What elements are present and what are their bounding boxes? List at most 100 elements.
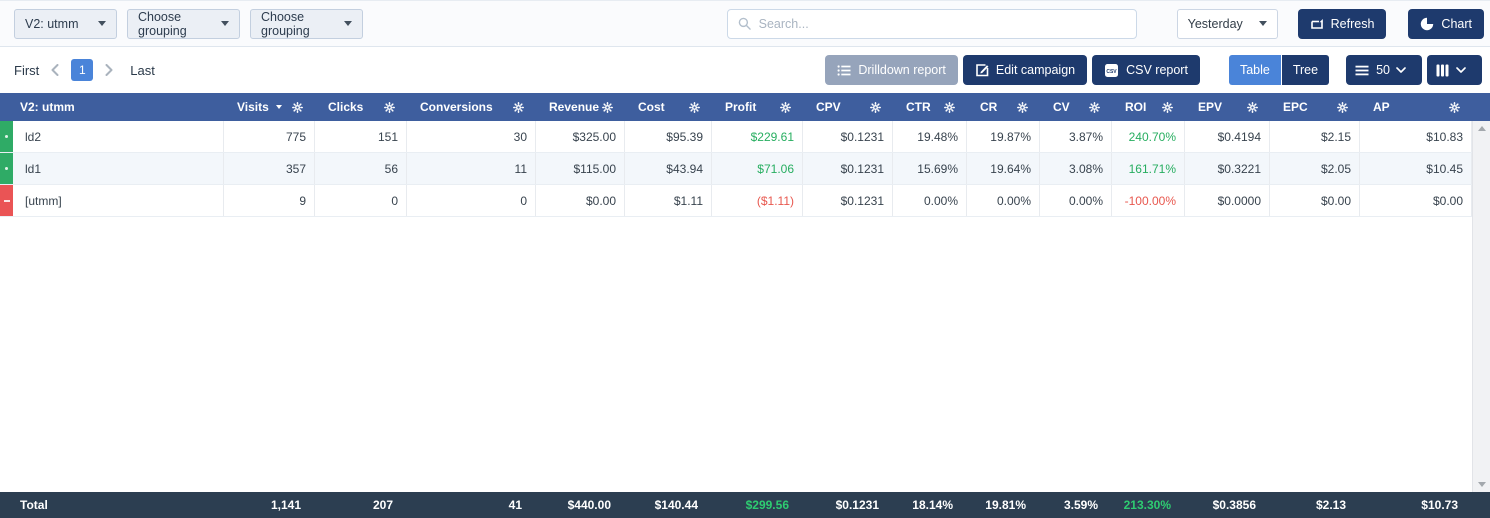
campaign-dropdown[interactable]: V2: utmm <box>14 8 117 39</box>
column-header-profit[interactable]: Profit <box>712 93 803 121</box>
cell-conversions: 0 <box>407 185 536 216</box>
column-label: EPV <box>1198 100 1223 114</box>
cell-cpv: $0.1231 <box>803 153 893 184</box>
view-tree-button[interactable]: Tree <box>1281 55 1330 85</box>
pagination-actions-row: First 1 Last Drilldown report Edit campa… <box>0 47 1490 93</box>
table-row[interactable]: [utmm] 9 0 0 $0.00 $1.11 ($1.11) $0.1231… <box>0 185 1490 217</box>
grouping-dropdown-2[interactable]: Choose grouping <box>250 8 363 39</box>
cell-cost: $95.39 <box>625 121 712 152</box>
pagination-first[interactable]: First <box>14 62 40 78</box>
column-header-visits[interactable]: Visits <box>224 93 315 121</box>
total-conversions: 41 <box>508 498 522 512</box>
column-settings-icon[interactable] <box>1337 102 1348 113</box>
pagination-last[interactable]: Last <box>130 62 155 78</box>
column-settings-icon[interactable] <box>1017 102 1028 113</box>
cell-cr: 19.87% <box>967 121 1040 152</box>
table-row[interactable]: ld1 357 56 11 $115.00 $43.94 $71.06 $0.1… <box>0 153 1490 185</box>
refresh-button[interactable]: Refresh <box>1297 8 1387 39</box>
chart-button[interactable]: Chart <box>1408 8 1484 39</box>
column-settings-icon[interactable] <box>513 102 524 113</box>
cell-revenue: $325.00 <box>536 121 625 152</box>
grouping-dropdown-1[interactable]: Choose grouping <box>127 8 240 39</box>
rows-per-page-dropdown[interactable]: 50 <box>1346 55 1422 85</box>
column-header-name[interactable]: V2: utmm <box>0 93 224 121</box>
cell-clicks: 56 <box>315 153 407 184</box>
table-row[interactable]: ld2 775 151 30 $325.00 $95.39 $229.61 $0… <box>0 121 1490 153</box>
column-settings-icon[interactable] <box>384 102 395 113</box>
search-input[interactable] <box>758 16 1126 31</box>
vertical-scrollbar[interactable] <box>1472 121 1490 492</box>
column-label: Profit <box>725 100 757 114</box>
columns-dropdown[interactable] <box>1427 55 1482 85</box>
cell-ctr: 19.48% <box>893 121 967 152</box>
column-settings-icon[interactable] <box>1247 102 1258 113</box>
column-header-roi[interactable]: ROI <box>1112 93 1185 121</box>
pagination-next[interactable] <box>105 64 113 76</box>
scroll-down-icon[interactable] <box>1477 482 1486 487</box>
column-header-cpv[interactable]: CPV <box>803 93 893 121</box>
column-label: CR <box>980 100 998 114</box>
cell-cr: 0.00% <box>967 185 1040 216</box>
cell-profit: ($1.11) <box>712 185 803 216</box>
column-settings-icon[interactable] <box>1449 102 1460 113</box>
scroll-up-icon[interactable] <box>1477 126 1486 131</box>
column-label: EPC <box>1283 100 1308 114</box>
column-settings-icon[interactable] <box>1089 102 1100 113</box>
cell-visits: 775 <box>224 121 315 152</box>
drilldown-report-button[interactable]: Drilldown report <box>825 55 958 85</box>
column-header-ctr[interactable]: CTR <box>893 93 967 121</box>
column-settings-icon[interactable] <box>292 102 303 113</box>
column-header-cv[interactable]: CV <box>1040 93 1112 121</box>
column-label: V2: utmm <box>20 100 75 114</box>
rows-per-page-value: 50 <box>1376 63 1390 77</box>
svg-text:CSV: CSV <box>1106 69 1117 75</box>
cell-profit: $229.61 <box>712 121 803 152</box>
column-header-ap[interactable]: AP <box>1360 93 1472 121</box>
top-toolbar: V2: utmm Choose grouping Choose grouping… <box>0 0 1490 47</box>
column-header-cost[interactable]: Cost <box>625 93 712 121</box>
column-header-revenue[interactable]: Revenue <box>536 93 625 121</box>
sort-desc-icon <box>275 105 282 109</box>
pagination-prev[interactable] <box>51 64 59 76</box>
column-header-epv[interactable]: EPV <box>1185 93 1270 121</box>
column-header-clicks[interactable]: Clicks <box>315 93 407 121</box>
column-settings-icon[interactable] <box>944 102 955 113</box>
cell-cost: $43.94 <box>625 153 712 184</box>
edit-icon <box>975 63 989 77</box>
column-label: Conversions <box>420 100 493 114</box>
cell-roi: -100.00% <box>1112 185 1185 216</box>
column-settings-icon[interactable] <box>689 102 700 113</box>
column-settings-icon[interactable] <box>870 102 881 113</box>
csv-report-button[interactable]: CSV CSV report <box>1092 55 1200 85</box>
column-label: AP <box>1373 100 1390 114</box>
cell-clicks: 0 <box>315 185 407 216</box>
column-header-conversions[interactable]: Conversions <box>407 93 536 121</box>
date-range-dropdown[interactable]: Yesterday <box>1176 8 1278 39</box>
column-settings-icon[interactable] <box>780 102 791 113</box>
cell-visits: 9 <box>224 185 315 216</box>
row-name: ld1 <box>25 161 42 176</box>
cell-ap: $10.83 <box>1360 121 1472 152</box>
row-status-indicator-negative <box>0 185 13 216</box>
edit-campaign-label: Edit campaign <box>995 63 1076 77</box>
cell-cost: $1.11 <box>625 185 712 216</box>
cell-conversions: 11 <box>407 153 536 184</box>
columns-icon <box>1436 64 1449 77</box>
view-table-button[interactable]: Table <box>1228 55 1281 85</box>
pie-chart-icon <box>1420 17 1434 31</box>
pagination-page-1[interactable]: 1 <box>71 59 94 81</box>
column-header-cr[interactable]: CR <box>967 93 1040 121</box>
caret-down-icon <box>1258 21 1267 26</box>
edit-campaign-button[interactable]: Edit campaign <box>962 55 1088 85</box>
cell-cpv: $0.1231 <box>803 121 893 152</box>
column-label: Cost <box>638 100 665 114</box>
row-status-indicator-positive <box>0 121 13 152</box>
cell-cv: 3.87% <box>1040 121 1112 152</box>
column-settings-icon[interactable] <box>602 102 613 113</box>
column-settings-icon[interactable] <box>1162 102 1173 113</box>
table-header: V2: utmm Visits Clicks Conversions Reven… <box>0 93 1490 121</box>
cell-name: [utmm] <box>0 185 224 216</box>
column-header-epc[interactable]: EPC <box>1270 93 1360 121</box>
column-label: Visits <box>237 100 269 114</box>
cell-ap: $0.00 <box>1360 185 1472 216</box>
